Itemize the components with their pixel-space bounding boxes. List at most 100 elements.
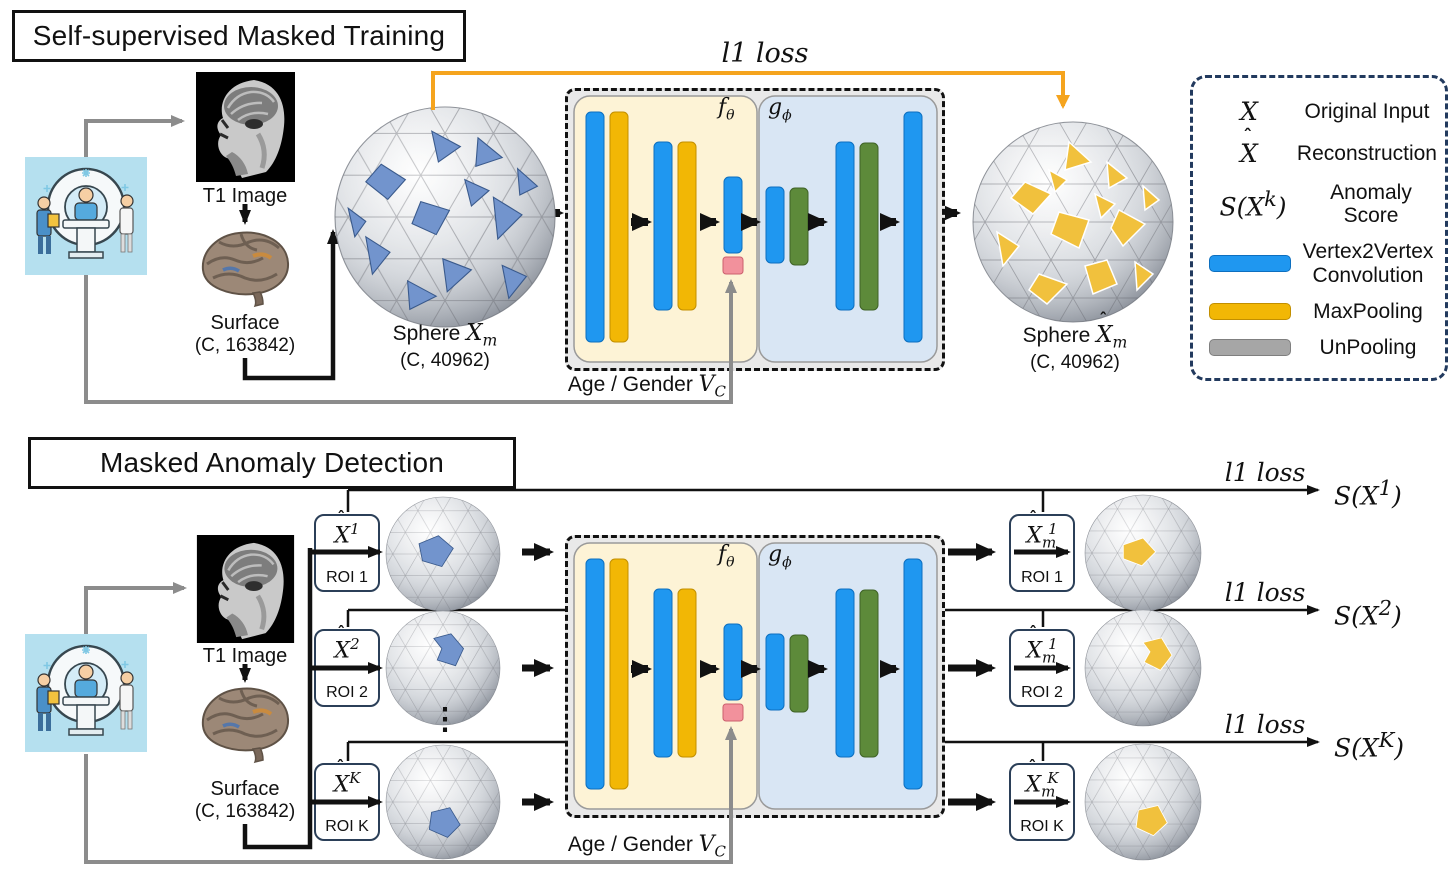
roi1-input-sphere (385, 496, 501, 612)
encoder-sym: f (718, 95, 727, 120)
encoder-label-top: fθ (718, 95, 735, 123)
legend-row-anomaly-score: S(Xk) Anomaly Score (1201, 181, 1437, 227)
roi1-in-sup: 1 (350, 520, 360, 538)
encoder-decoder-network-bottom: fθ gϕ (565, 535, 945, 818)
recon-sphere-sym: X (1096, 322, 1113, 348)
l1-loss-label-row3: l1 loss (1200, 710, 1330, 739)
anomaly-score-row1: S(X1) (1334, 476, 1402, 510)
reconstructed-sphere-label: Sphere ˆ Xm (C, 40962) (985, 311, 1165, 373)
l1-loss-label-row1: l1 loss (1200, 458, 1330, 487)
condition-text-top: Age / Gender (567, 373, 699, 396)
roik-in-sym: X (333, 772, 350, 798)
roi2-in-label: ROI 2 (326, 684, 368, 701)
roi-ellipsis-text: ⋮ (430, 703, 460, 736)
hat-mark: ˆ (1099, 309, 1108, 329)
unpool-swatch (1209, 338, 1291, 356)
score1-sup: 1 (1378, 476, 1392, 500)
roi2-out-sub: m (1041, 648, 1057, 667)
condition-sym-bottom: V (698, 832, 715, 857)
decoder-label-bottom: gϕ (768, 542, 792, 570)
surface-label-bottom: Surface (C, 163842) (175, 778, 315, 823)
t1-label-bottom-text: T1 Image (202, 645, 288, 667)
detection-title: Masked Anomaly Detection (28, 437, 516, 489)
condition-sub-bottom: C (714, 842, 726, 861)
roik-out-label: ROI K (1020, 818, 1064, 835)
score1-pre: S(X (1334, 481, 1379, 511)
training-l1-loss-label: l1 loss (690, 38, 840, 69)
roi1-out-sup: 1 (1048, 520, 1058, 538)
t1-mri-image-bottom (196, 535, 295, 643)
roi2-input-box: ˆ X2 ROI 2 (314, 625, 380, 707)
legend-label-unpooling: UnPooling (1319, 335, 1417, 359)
legend-xhat-text: X (1240, 139, 1258, 169)
surface-dims-bottom: (C, 163842) (194, 801, 296, 822)
roi-ellipsis: ⋮ (430, 705, 460, 735)
score2-post: ) (1391, 601, 1402, 631)
training-l1-loss-text: l1 loss (721, 38, 809, 69)
surface-label-top-text: Surface (210, 312, 280, 334)
legend-label-anomaly-score: Anomaly Score (1330, 181, 1412, 228)
roi1-output-box: ˆ Xm1 ROI 1 (1009, 510, 1075, 592)
surface-dims-top: (C, 163842) (194, 335, 296, 356)
roi1-out-sub: m (1041, 533, 1057, 552)
legend-sym-x: X (1240, 97, 1258, 127)
roik-hat: ˆ (336, 757, 345, 777)
legend-row-maxpooling: MaxPooling (1201, 300, 1437, 323)
roi1-in-label: ROI 1 (326, 569, 368, 586)
legend-label-reconstruction: Reconstruction (1296, 142, 1437, 166)
encoder-sub-2: θ (726, 554, 735, 571)
encoder-decoder-network-top: fθ gϕ (565, 88, 945, 371)
legend-label-maxpooling: MaxPooling (1313, 299, 1423, 323)
roik-in-sup: K (349, 769, 361, 787)
score2-sup: 2 (1378, 596, 1392, 620)
anomaly-score-row2: S(X2) (1334, 596, 1402, 630)
input-sphere-prefix: Sphere (392, 322, 461, 345)
l1-line-ticks (346, 490, 1045, 761)
decoder-sub-2: ϕ (782, 554, 792, 571)
mri-scanner-illustration-bottom (25, 634, 147, 752)
training-title: Self-supervised Masked Training (12, 10, 466, 62)
encoder-label-bottom: fθ (718, 542, 735, 570)
score1-post: ) (1391, 481, 1402, 511)
input-sphere-label: Sphere Xm (C, 40962) (355, 320, 535, 371)
roi2-input-sphere (385, 610, 501, 726)
brain-surface-top (201, 231, 290, 308)
roi1-input-box: ˆ X1 ROI 1 (314, 510, 380, 592)
conv-swatch (1209, 255, 1291, 273)
roik-output-box: ˆ XmK ROI K (1009, 759, 1075, 841)
decoder-sub: ϕ (782, 107, 792, 124)
roik-out-sup: K (1047, 769, 1059, 787)
mri-scanner-illustration-top (25, 157, 147, 275)
legend-row-convolution: Vertex2Vertex Convolution (1201, 240, 1437, 287)
training-title-text: Self-supervised Masked Training (32, 20, 446, 51)
decoder-label-top: gϕ (768, 95, 792, 123)
scanner-to-t1-line-bottom (84, 582, 187, 634)
roik-output-sphere (1084, 743, 1202, 861)
anomaly-score-row3: S(XK) (1334, 728, 1404, 762)
roik-input-box: ˆ XK ROI K (314, 759, 380, 841)
decoder-sym: g (768, 95, 783, 120)
roik-input-sphere (385, 744, 501, 860)
input-sphere-sub: m (482, 330, 498, 350)
surface-label-top: Surface (C, 163842) (175, 312, 315, 357)
roik-out-hat: ˆ (1028, 757, 1037, 777)
surface-label-bottom-text: Surface (210, 778, 280, 800)
t1-label-bottom: T1 Image (190, 645, 300, 668)
legend-score-sup: k (1264, 187, 1277, 212)
roi2-output-sphere (1084, 609, 1202, 727)
condition-text-bottom: Age / Gender (567, 833, 699, 856)
condition-label-bottom: Age / Gender VC (560, 832, 726, 860)
roi2-out-sup: 1 (1048, 635, 1058, 653)
condition-sym-top: V (698, 372, 715, 397)
score2-pre: S(X (1334, 601, 1379, 631)
roi2-out-sym: X (1026, 638, 1042, 664)
l1-loss-row3-text: l1 loss (1224, 710, 1306, 739)
input-sphere-dims: (C, 40962) (400, 349, 490, 371)
t1-label-top: T1 Image (190, 185, 300, 208)
score3-sup: K (1378, 728, 1395, 752)
legend-sym-score: S(Xk) (1201, 187, 1305, 221)
legend-hat-mark: ˆ (1243, 125, 1253, 147)
